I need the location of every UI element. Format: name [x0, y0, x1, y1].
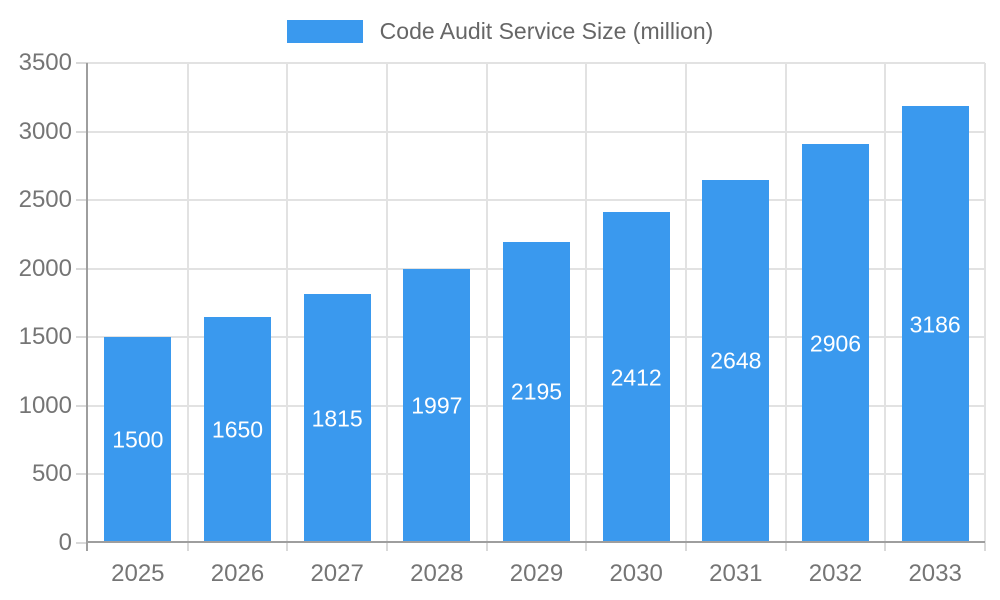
- gridline-vertical: [585, 63, 588, 543]
- gridline-horizontal: [88, 199, 985, 202]
- gridline-vertical: [186, 63, 189, 543]
- gridline-vertical: [784, 63, 787, 543]
- y-axis-tick-label: 0: [58, 529, 72, 556]
- y-axis-tick-label: 1500: [18, 323, 72, 351]
- gridline-vertical: [286, 63, 289, 543]
- gridline-vertical: [386, 63, 388, 543]
- bar-value-label: 2648: [710, 347, 762, 374]
- x-axis-line: [88, 541, 985, 543]
- gridline-horizontal: [88, 62, 985, 64]
- x-axis-tick-label: 2033: [908, 560, 962, 587]
- y-axis-tick-label: 500: [31, 460, 72, 488]
- bar-value-label: 1650: [211, 416, 264, 443]
- y-tick: [76, 336, 88, 339]
- x-axis-tick-label: 2032: [808, 560, 863, 587]
- bar-value-label: 1997: [411, 392, 463, 419]
- bar: 1815: [303, 294, 371, 543]
- x-axis-tick-label: 2027: [310, 560, 364, 587]
- bar-value-label: 2906: [809, 330, 862, 357]
- bar-value-label: 1815: [311, 405, 363, 432]
- plot-area: 0 500 1000 1500 2000 2500 3000 3500 1500 2025 1650…: [19, 49, 986, 587]
- y-axis-line: [86, 63, 88, 551]
- legend-swatch: [286, 19, 363, 43]
- bar: 1997: [403, 269, 471, 543]
- x-tick: [386, 543, 388, 551]
- x-axis-tick-label: 2028: [410, 560, 464, 587]
- gridline-horizontal: [88, 130, 985, 133]
- x-tick: [186, 543, 189, 551]
- gridline-vertical: [685, 63, 687, 543]
- y-axis-tick-label: 2500: [18, 186, 72, 214]
- bar-value-label: 2195: [510, 378, 563, 405]
- gridline-vertical: [485, 63, 488, 543]
- x-tick: [784, 543, 787, 551]
- y-tick: [76, 542, 88, 544]
- y-tick: [76, 404, 88, 407]
- bar: 1650: [204, 316, 271, 543]
- gridline-vertical: [984, 63, 986, 543]
- y-tick: [76, 267, 88, 270]
- y-axis-tick-label: 1000: [18, 391, 72, 419]
- x-tick: [485, 543, 488, 551]
- gridline-vertical: [884, 63, 887, 543]
- x-tick: [685, 543, 687, 551]
- bar: 2648: [702, 179, 770, 543]
- bar: 3186: [901, 106, 969, 543]
- y-tick: [76, 473, 88, 476]
- bar-value-label: 3186: [909, 311, 961, 338]
- bar: 2195: [503, 241, 570, 543]
- x-axis-tick-label: 2025: [111, 560, 165, 587]
- x-tick: [585, 543, 588, 551]
- y-tick: [76, 130, 88, 133]
- legend: Code Audit Service Size (million): [0, 17, 1000, 45]
- y-axis-tick-label: 3000: [18, 117, 72, 145]
- y-axis-tick-label: 2000: [18, 254, 72, 282]
- bar-value-label: 1500: [112, 426, 164, 453]
- bar: 1500: [104, 337, 172, 543]
- bar-value-label: 2412: [610, 364, 662, 391]
- y-tick: [76, 199, 88, 202]
- x-axis-tick-label: 2026: [210, 560, 265, 587]
- legend-label: Code Audit Service Size (million): [379, 18, 714, 44]
- x-tick: [884, 543, 887, 551]
- y-axis-tick-label: 3500: [18, 49, 72, 76]
- bar: 2412: [602, 212, 670, 543]
- x-axis-tick-label: 2030: [609, 560, 663, 587]
- x-tick: [984, 543, 986, 551]
- x-tick: [286, 543, 289, 551]
- bar: 2906: [802, 144, 869, 543]
- y-tick: [76, 62, 88, 64]
- x-axis-tick-label: 2029: [509, 560, 564, 587]
- x-axis-tick-label: 2031: [709, 560, 763, 587]
